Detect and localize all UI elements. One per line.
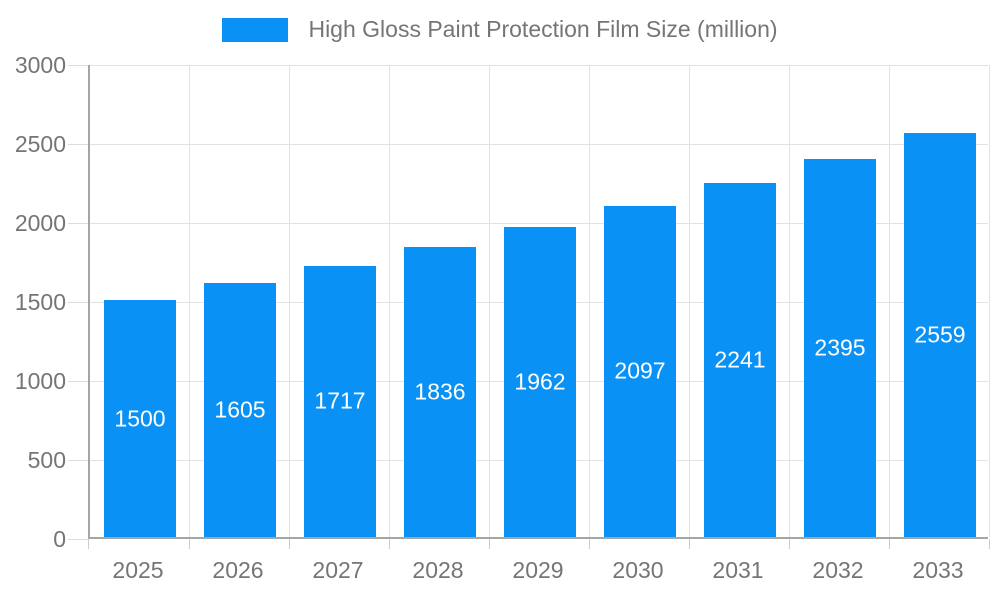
bar-2027: 1717	[304, 265, 376, 537]
legend-label: High Gloss Paint Protection Film Size (m…	[308, 16, 778, 42]
gridline-x-1	[189, 65, 190, 537]
bar-2032: 2395	[804, 158, 876, 537]
gridline-x-3	[389, 65, 390, 537]
x-axis-tick	[389, 539, 390, 549]
x-tick-label: 2032	[812, 557, 864, 583]
y-tick-0	[68, 539, 88, 540]
y-tick-500	[68, 460, 88, 461]
bar-value-label: 2395	[814, 334, 866, 361]
y-tick-label: 500	[27, 447, 66, 473]
x-axis-tick	[989, 539, 990, 549]
bar-2031: 2241	[704, 182, 776, 537]
bar-2033: 2559	[904, 132, 976, 537]
y-tick-label: 1000	[14, 368, 66, 394]
y-tick-2000	[68, 223, 88, 224]
bar-value-label: 2097	[614, 357, 666, 384]
bar-2029: 1962	[504, 227, 576, 537]
x-axis-tick	[789, 539, 790, 549]
bar-2025: 1500	[104, 300, 176, 537]
x-axis-tick	[889, 539, 890, 549]
gridline-x-8	[889, 65, 890, 537]
y-tick-label: 0	[53, 526, 66, 552]
gridline-y-3000	[90, 65, 988, 66]
bar-value-label: 2559	[914, 321, 966, 348]
x-tick-label: 2028	[412, 557, 464, 583]
x-tick-label: 2026	[212, 557, 264, 583]
gridline-y-2000	[90, 223, 988, 224]
bar-2026: 1605	[204, 283, 276, 537]
y-tick-2500	[68, 144, 88, 145]
x-tick-label: 2029	[512, 557, 564, 583]
bar-2030: 2097	[604, 205, 676, 537]
x-tick-label: 2025	[112, 557, 164, 583]
y-tick-label: 2000	[14, 210, 66, 236]
bar-value-label: 1500	[114, 405, 166, 431]
x-tick-label: 2030	[612, 557, 664, 583]
gridline-y-2500	[90, 144, 988, 145]
x-tick-label: 2027	[312, 557, 364, 583]
x-axis-tick	[489, 539, 490, 549]
gridline-x-4	[489, 65, 490, 537]
bar-2028: 1836	[404, 246, 476, 537]
y-tick-label: 1500	[14, 289, 66, 315]
y-tick-1500	[68, 302, 88, 303]
y-tick-3000	[68, 65, 88, 66]
plot-area: 1500 1605 1717 1836 1962 2097 2241 2395 2559	[68, 65, 990, 549]
gridline-x-5	[589, 65, 590, 537]
bar-value-label: 1962	[514, 368, 566, 395]
x-axis-tick	[289, 539, 290, 549]
x-axis-tick	[589, 539, 590, 549]
legend-swatch	[222, 17, 289, 42]
bar-value-label: 2241	[714, 346, 766, 373]
gridline-x-6	[689, 65, 690, 537]
y-tick-1000	[68, 381, 88, 382]
gridline-x-7	[789, 65, 790, 537]
x-tick-label: 2033	[912, 557, 964, 583]
bar-value-label: 1717	[314, 387, 366, 414]
x-tick-label: 2031	[712, 557, 764, 583]
x-axis-tick	[689, 539, 690, 549]
bar-value-label: 1836	[414, 378, 466, 405]
y-tick-label: 3000	[14, 52, 66, 78]
legend: High Gloss Paint Protection Film Size (m…	[0, 16, 1000, 43]
x-axis-tick	[88, 539, 89, 549]
bar-value-label: 1605	[214, 396, 266, 423]
gridline-x-2	[289, 65, 290, 537]
y-tick-label: 2500	[14, 131, 66, 157]
x-axis-tick	[189, 539, 190, 549]
gridline-x-9	[989, 65, 990, 537]
